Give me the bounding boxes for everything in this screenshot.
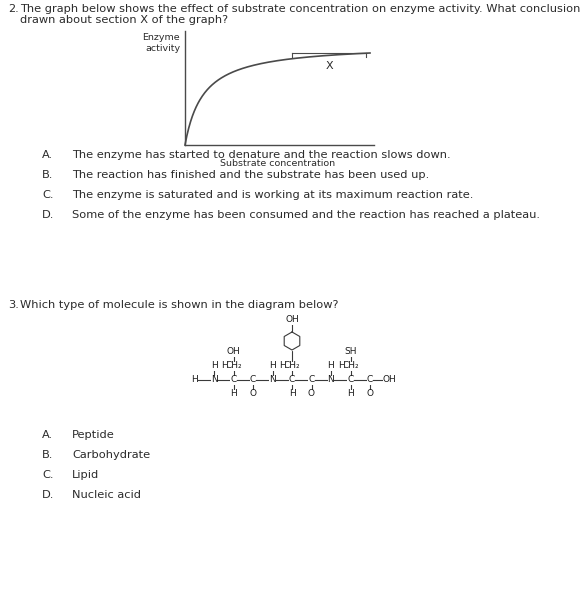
Text: Enzyme
activity: Enzyme activity (142, 33, 180, 53)
Text: H: H (211, 361, 217, 370)
Text: 3.: 3. (8, 300, 19, 310)
Text: N: N (328, 376, 335, 385)
Text: O: O (308, 389, 315, 398)
Text: The reaction has finished and the substrate has been used up.: The reaction has finished and the substr… (72, 170, 429, 180)
Text: C: C (367, 376, 373, 385)
Text: H: H (221, 361, 228, 370)
Text: C: C (230, 376, 237, 385)
Text: C: C (308, 376, 315, 385)
Text: B.: B. (42, 170, 53, 180)
Text: H: H (328, 361, 335, 370)
Text: C: C (289, 376, 295, 385)
Text: Which type of molecule is shown in the diagram below?: Which type of molecule is shown in the d… (20, 300, 339, 310)
Text: Lipid: Lipid (72, 470, 99, 480)
Text: B.: B. (42, 450, 53, 460)
Text: OH: OH (285, 316, 299, 325)
Text: H: H (269, 361, 276, 370)
Text: Nucleic acid: Nucleic acid (72, 490, 141, 500)
Text: The enzyme has started to denature and the reaction slows down.: The enzyme has started to denature and t… (72, 150, 451, 160)
Text: X: X (325, 61, 333, 71)
Text: A.: A. (42, 430, 53, 440)
Text: C.: C. (42, 470, 54, 480)
Text: Substrate concentration: Substrate concentration (220, 159, 335, 168)
Text: H: H (288, 389, 296, 398)
Text: N: N (269, 376, 276, 385)
Text: H: H (279, 361, 286, 370)
Text: CH₂: CH₂ (225, 361, 242, 370)
Text: A.: A. (42, 150, 53, 160)
Text: C.: C. (42, 190, 54, 200)
Text: C: C (347, 376, 354, 385)
Text: H: H (191, 376, 198, 385)
Text: Some of the enzyme has been consumed and the reaction has reached a plateau.: Some of the enzyme has been consumed and… (72, 210, 540, 220)
Text: drawn about section X of the graph?: drawn about section X of the graph? (20, 15, 228, 25)
Text: Carbohydrate: Carbohydrate (72, 450, 150, 460)
Text: OH: OH (227, 347, 241, 356)
Text: OH: OH (383, 376, 397, 385)
Text: The graph below shows the effect of substrate concentration on enzyme activity. : The graph below shows the effect of subs… (20, 4, 584, 14)
Text: SH: SH (344, 347, 357, 356)
Text: O: O (249, 389, 256, 398)
Text: CH₂: CH₂ (284, 361, 300, 370)
Text: CH₂: CH₂ (342, 361, 359, 370)
Text: H: H (230, 389, 237, 398)
Text: Peptide: Peptide (72, 430, 114, 440)
Text: D.: D. (42, 490, 54, 500)
Text: The enzyme is saturated and is working at its maximum reaction rate.: The enzyme is saturated and is working a… (72, 190, 474, 200)
Text: O: O (367, 389, 374, 398)
Text: N: N (211, 376, 217, 385)
Text: H: H (347, 389, 354, 398)
Text: H: H (338, 361, 345, 370)
Text: 2.: 2. (8, 4, 19, 14)
Text: D.: D. (42, 210, 54, 220)
Text: C: C (250, 376, 256, 385)
